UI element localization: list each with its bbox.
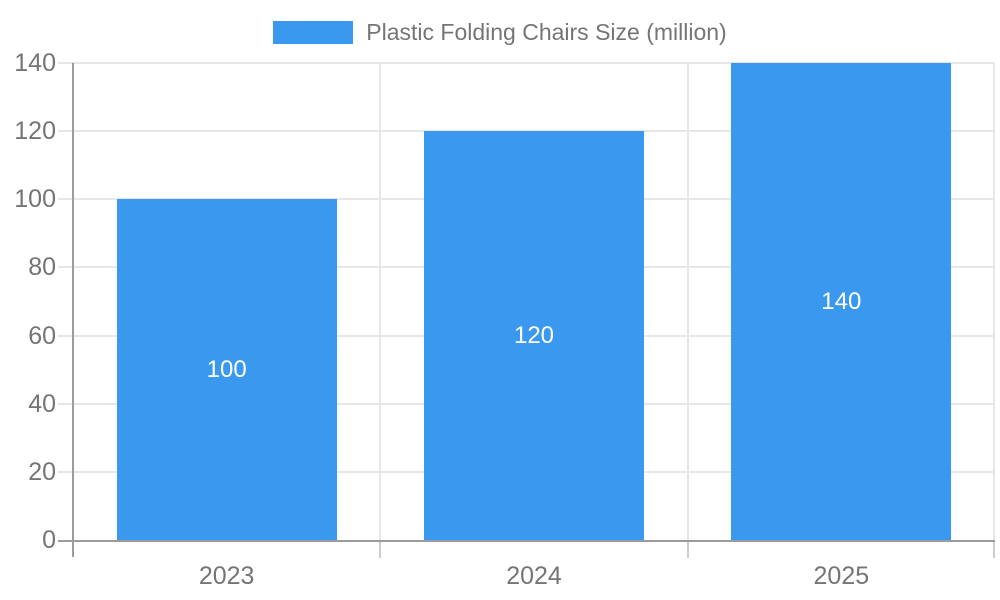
bar-value-label: 100 [206, 355, 247, 383]
legend-swatch-icon [273, 20, 354, 44]
x-axis-category-label: 2023 [198, 562, 255, 590]
y-axis-tick-label: 60 [28, 321, 56, 350]
x-axis-line [58, 540, 995, 542]
x-axis-category-label: 2024 [506, 562, 562, 590]
bar-value-label: 140 [821, 287, 862, 315]
x-axis-tick [379, 542, 381, 558]
y-axis-line [72, 63, 74, 557]
x-gridline [687, 63, 689, 540]
y-axis-tick-label: 0 [42, 526, 56, 554]
bar-2024[interactable] [424, 131, 644, 540]
y-axis-tick-label: 20 [28, 457, 56, 486]
x-axis-category-label: 2025 [813, 562, 870, 590]
x-axis-tick [687, 542, 689, 558]
bar-2023[interactable] [116, 199, 337, 540]
y-gridline [58, 62, 995, 64]
legend-label: Plastic Folding Chairs Size (million) [366, 19, 727, 45]
y-axis-tick-label: 120 [14, 117, 56, 146]
legend-item[interactable]: Plastic Folding Chairs Size (million) [273, 19, 727, 45]
y-axis-tick-label: 140 [14, 49, 56, 77]
x-gridline [993, 63, 995, 540]
chart-legend: Plastic Folding Chairs Size (million) [0, 19, 1000, 45]
x-gridline [379, 63, 381, 540]
y-axis-tick-label: 40 [28, 389, 56, 418]
bar-value-label: 120 [513, 321, 555, 349]
y-axis-tick-label: 80 [28, 253, 56, 282]
plot-area: 0 20 40 60 80 100 120 140 100 2023 120 2024 140 2025 [14, 50, 995, 590]
x-axis-tick [993, 542, 995, 558]
y-axis-tick-label: 100 [14, 185, 56, 214]
bar-2025[interactable] [731, 63, 952, 540]
